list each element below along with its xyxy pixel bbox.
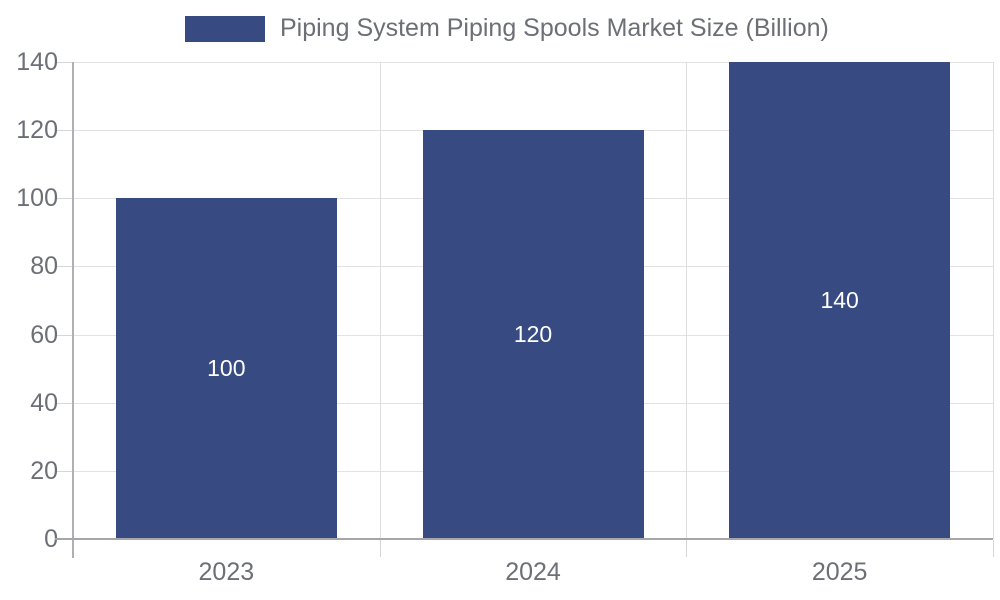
x-tick: [379, 540, 381, 557]
y-gridline: [73, 62, 993, 63]
x-tick: [993, 540, 994, 557]
bar-2024: [422, 130, 644, 538]
y-tick: [55, 62, 73, 63]
y-tick: [55, 334, 73, 336]
y-tick-label: 100: [16, 184, 58, 213]
y-tick-label: 80: [30, 252, 58, 281]
bar-value-label: 100: [207, 355, 246, 382]
chart-title: Piping System Piping Spools Market Size …: [280, 14, 829, 42]
bar-value-label: 140: [820, 287, 859, 313]
bar-2023: [115, 198, 337, 538]
x-tick-label: 2025: [811, 558, 868, 586]
legend-swatch: [185, 15, 265, 42]
y-tick-label: 40: [30, 388, 58, 417]
x-tick-label: 2024: [505, 558, 561, 586]
y-tick: [55, 198, 73, 200]
x-gridline: [686, 62, 688, 539]
bar-2025: [729, 62, 951, 538]
x-gridline: [379, 62, 381, 539]
y-tick: [55, 266, 73, 268]
bar-value-label: 120: [513, 321, 553, 348]
y-tick: [55, 470, 73, 472]
legend: Piping System Piping Spools Market Size …: [185, 14, 829, 43]
y-tick: [55, 130, 73, 132]
y-axis-line: [72, 62, 74, 558]
y-tick: [55, 402, 73, 404]
y-tick-label: 60: [30, 320, 58, 349]
x-axis-line: [55, 538, 993, 540]
y-tick-label: 0: [44, 525, 58, 553]
y-tick-label: 140: [16, 48, 58, 76]
x-gridline: [993, 62, 994, 539]
x-tick: [686, 540, 688, 557]
y-tick-label: 20: [30, 456, 58, 485]
y-tick-label: 120: [16, 116, 58, 145]
x-tick-label: 2023: [198, 558, 255, 586]
